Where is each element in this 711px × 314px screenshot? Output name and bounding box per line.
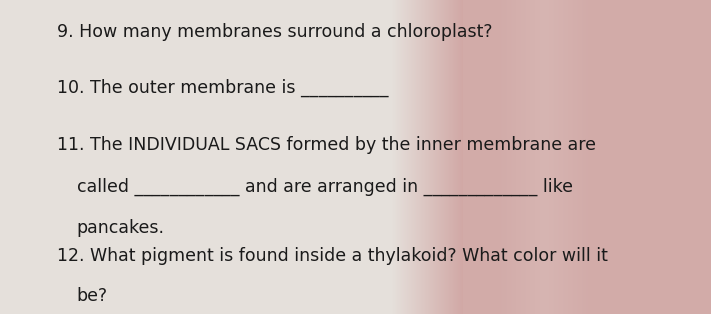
Text: be?: be?: [77, 287, 108, 305]
Text: 12. What pigment is found inside a thylakoid? What color will it: 12. What pigment is found inside a thyla…: [57, 247, 608, 265]
Text: 9. How many membranes surround a chloroplast?: 9. How many membranes surround a chlorop…: [57, 23, 493, 41]
Text: 11. The INDIVIDUAL SACS formed by the inner membrane are: 11. The INDIVIDUAL SACS formed by the in…: [57, 136, 596, 154]
Text: 10. The outer membrane is __________: 10. The outer membrane is __________: [57, 79, 388, 97]
Text: pancakes.: pancakes.: [77, 219, 165, 237]
Text: called ____________ and are arranged in _____________ like: called ____________ and are arranged in …: [77, 178, 573, 196]
